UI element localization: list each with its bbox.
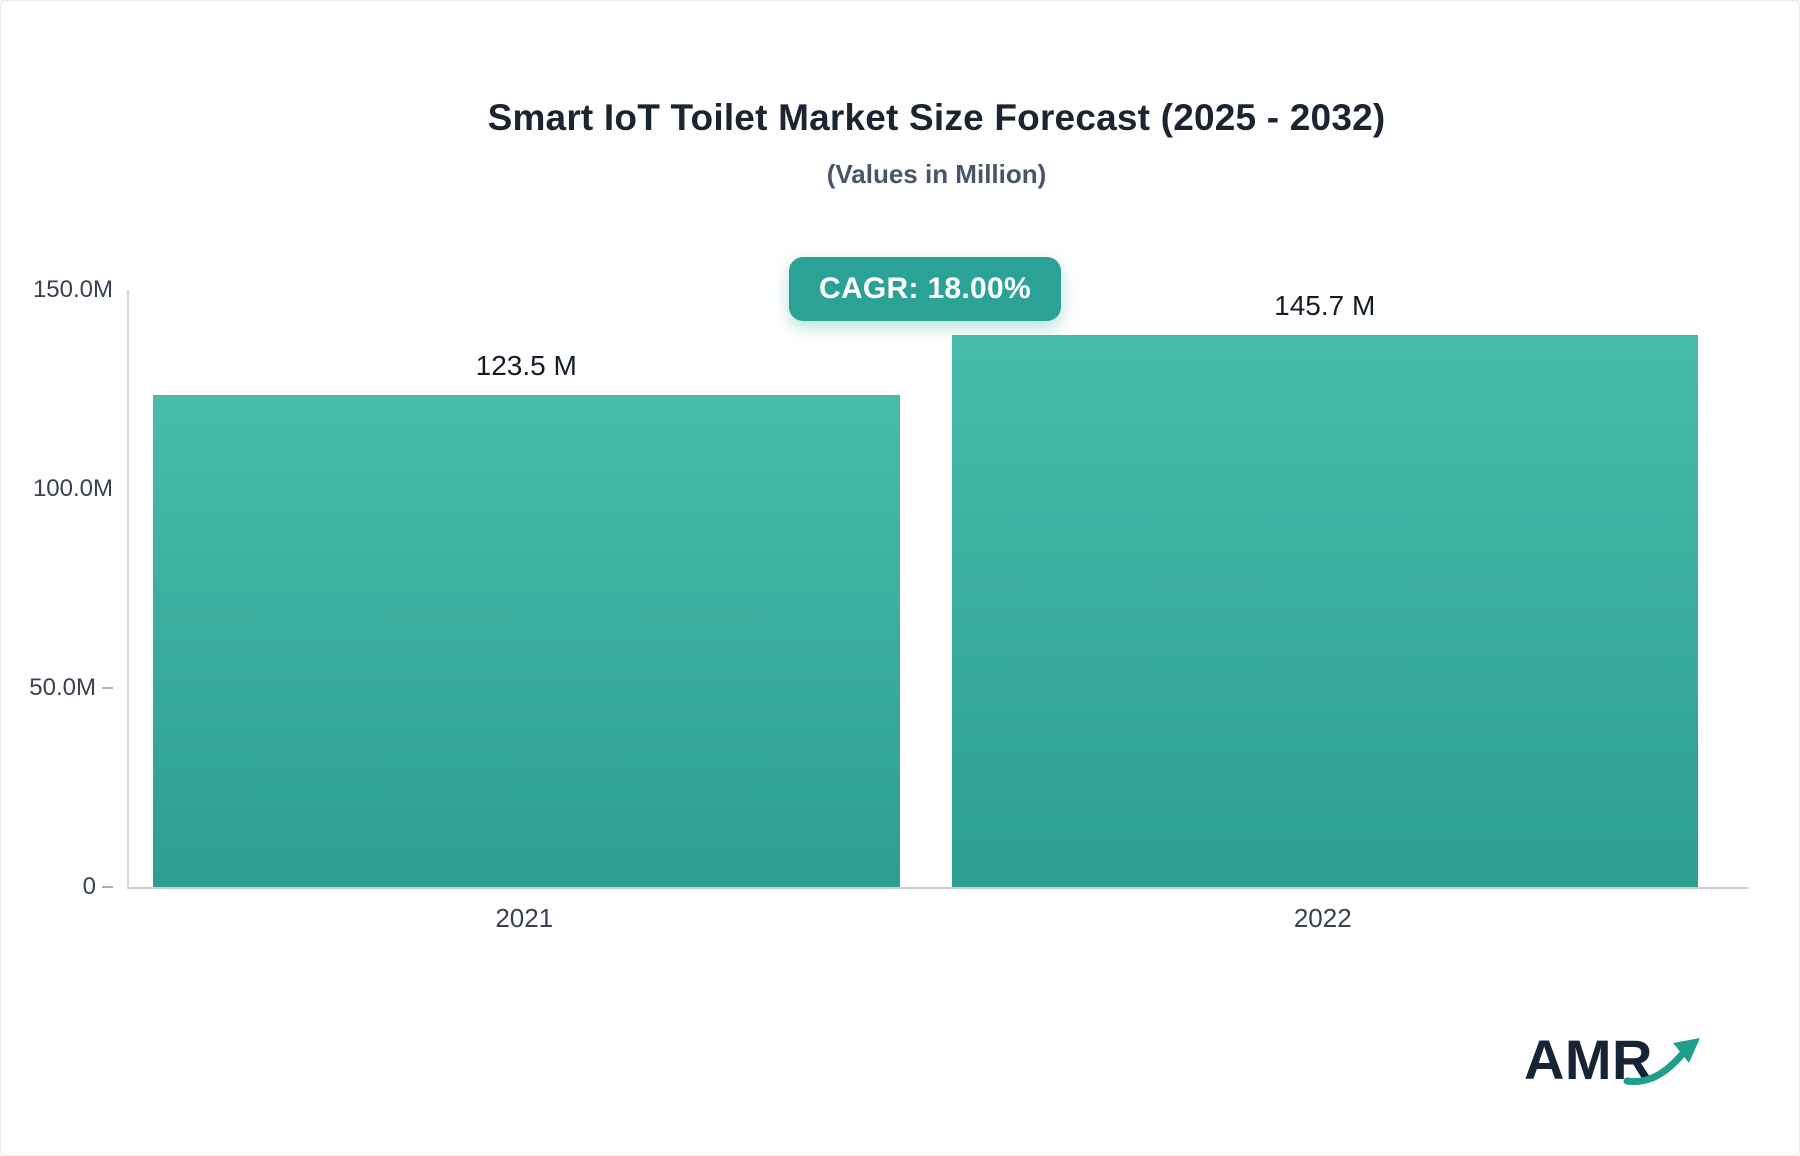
bar-group-2022: 145.7 M (951, 290, 1698, 887)
y-tick-label: 100.0M (32, 474, 113, 502)
y-tick-50m: 50.0M (29, 674, 113, 702)
chart-subtitle: (Values in Million) (826, 159, 1047, 189)
bar-2022 (951, 335, 1698, 887)
bar-value-label-2021: 123.5 M (475, 350, 577, 382)
y-tick-100m: 100.0M (33, 475, 113, 503)
growth-arrow-icon (1623, 1037, 1703, 1096)
y-tick-label: 150.0M (32, 276, 113, 303)
x-tick-2021: 2021 (495, 903, 554, 933)
y-tick-label: 0 (82, 873, 96, 900)
chart-header: Smart IoT Toilet Market Size Forecast (2… (127, 97, 1746, 190)
x-tick-2022: 2022 (1293, 903, 1352, 933)
chart-title: Smart IoT Toilet Market Size Forecast (2… (487, 97, 1386, 138)
y-tick-150m: 150.0M (33, 276, 113, 304)
plot-area: 123.5 M 145.7 M (127, 290, 1748, 889)
y-tick-0: 0 (83, 873, 113, 901)
bar-value-label-2022: 145.7 M (1274, 290, 1376, 321)
cagr-badge: CAGR: 18.00% (788, 257, 1062, 321)
bar-group-2021: 123.5 M (153, 290, 900, 887)
y-tick-label: 50.0M (29, 674, 96, 701)
amr-logo: AMR (1524, 1023, 1703, 1096)
y-axis: 150.0M 100.0M 50.0M 0 (1, 276, 113, 900)
tick-mark (102, 886, 113, 888)
bar-2021 (153, 395, 900, 887)
x-axis: 2021 2022 (127, 903, 1746, 934)
tick-mark (102, 687, 113, 689)
bars-container: 123.5 M 145.7 M (129, 290, 1748, 887)
